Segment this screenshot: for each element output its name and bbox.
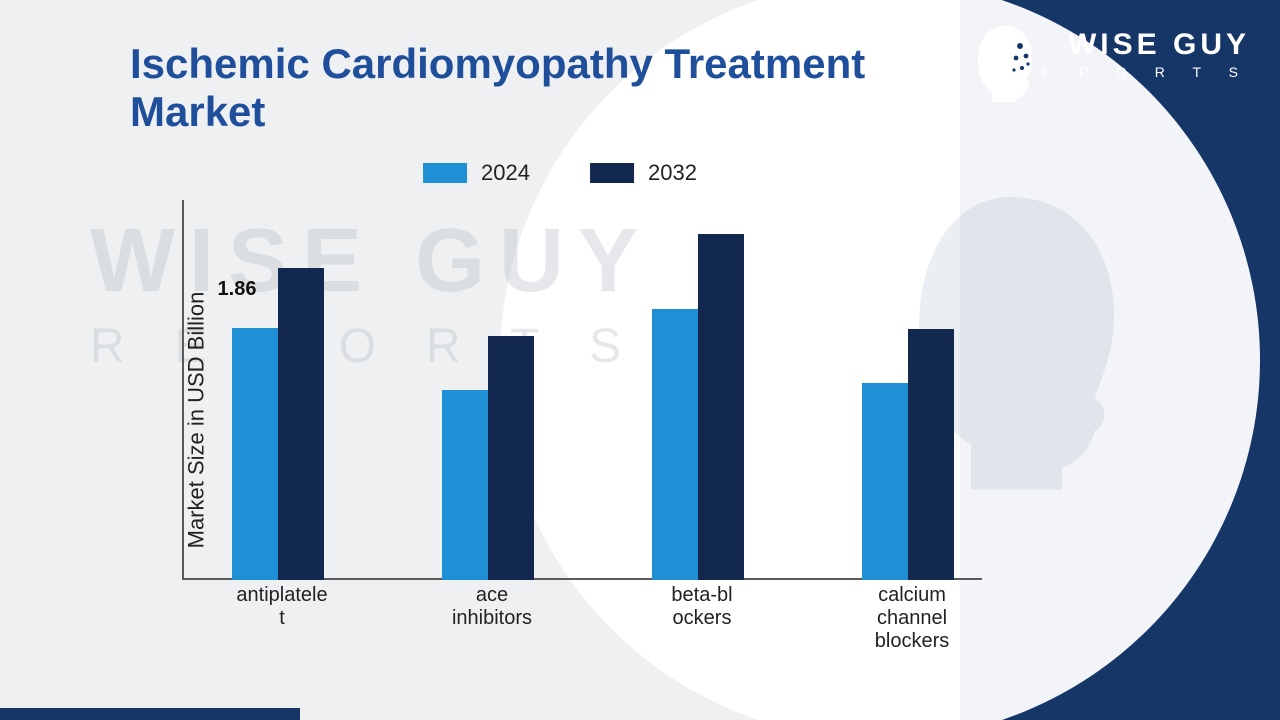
category-label: antiplatelet [222, 580, 342, 630]
brand-logo-line2: R E P O R T S [1004, 64, 1250, 80]
bar-series-b [488, 336, 534, 580]
bar-series-a [652, 309, 698, 580]
bar-series-b [698, 234, 744, 580]
infographic-canvas: WISE GUY REPORTS Ischemic Cardiomyopathy… [0, 0, 1280, 720]
category-label: aceinhibitors [432, 580, 552, 630]
legend-item-2024: 2024 [423, 160, 530, 186]
chart-legend: 2024 2032 [423, 160, 697, 186]
bar-series-a [232, 328, 278, 580]
page-title: Ischemic Cardiomyopathy Treatment Market [130, 40, 870, 137]
bar-value-label: 1.86 [218, 278, 257, 301]
bar-series-a [442, 390, 488, 580]
legend-item-2032: 2032 [590, 160, 697, 186]
bottom-accent-bar [0, 708, 300, 720]
y-axis-line [182, 200, 184, 580]
bar-series-b [278, 268, 324, 580]
category-label: calciumchannelblockers [852, 580, 972, 653]
legend-swatch-2032 [590, 163, 634, 183]
chart-plot: antiplateletaceinhibitorsbeta-blockersca… [182, 200, 982, 580]
legend-swatch-2024 [423, 163, 467, 183]
category-label: beta-blockers [642, 580, 762, 630]
brand-logo-head-icon [970, 22, 1040, 102]
legend-label-2032: 2032 [648, 160, 697, 186]
bar-series-a [862, 383, 908, 580]
legend-label-2024: 2024 [481, 160, 530, 186]
brand-logo-line1: WISE GUY [1004, 28, 1250, 62]
chart-area: Market Size in USD Billion 2024 2032 ant… [130, 170, 990, 670]
brand-logo-text: WISE GUY R E P O R T S [1004, 28, 1250, 80]
bar-series-b [908, 329, 954, 580]
